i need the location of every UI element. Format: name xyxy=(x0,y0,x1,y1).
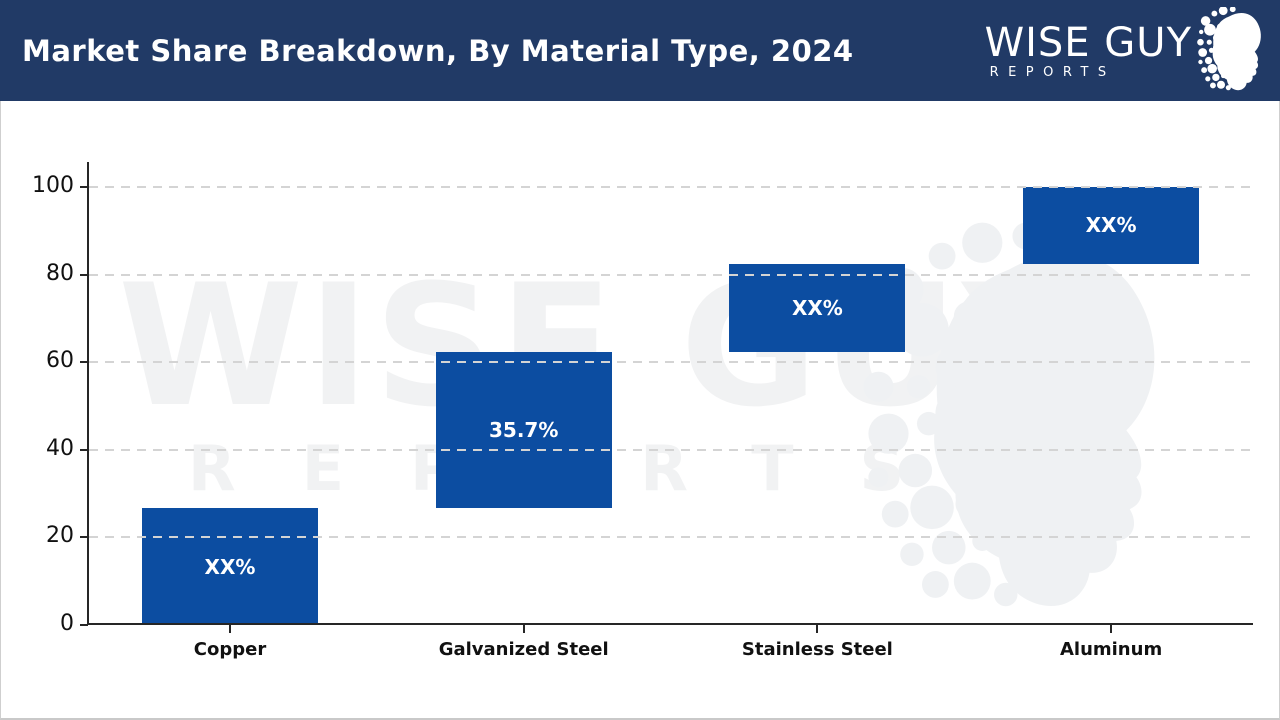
y-tick-mark xyxy=(80,273,88,276)
bar-value-label: XX% xyxy=(204,554,256,579)
x-tick-mark xyxy=(229,625,231,633)
logo-dotted-head-icon xyxy=(1197,6,1261,90)
y-tick-mark xyxy=(80,624,88,626)
bar-value-label: XX% xyxy=(791,295,843,320)
logo-wiseguy-text: WISE GUY xyxy=(984,19,1192,66)
gridline xyxy=(89,273,1253,276)
bar: XX% xyxy=(729,263,906,352)
y-tick-label: 40 xyxy=(46,435,74,461)
y-tick-label: 80 xyxy=(46,260,74,286)
gridline xyxy=(89,361,1253,364)
x-tick-mark xyxy=(522,625,525,633)
header: Market Share Breakdown, By Material Type… xyxy=(0,0,1280,101)
logo-text: WISE GUY REPORTS xyxy=(985,23,1192,79)
gridline xyxy=(89,536,1253,539)
y-axis-line xyxy=(87,162,89,625)
x-axis-line xyxy=(87,623,1253,625)
page-title: Market Share Breakdown, By Material Type… xyxy=(22,33,854,68)
x-tick-label: Aluminum xyxy=(1059,639,1163,660)
bar: XX% xyxy=(142,508,318,625)
bar: XX% xyxy=(1023,187,1200,264)
y-tick-mark xyxy=(80,536,88,539)
y-tick-label: 0 xyxy=(60,611,74,636)
x-tick-label: Stainless Steel xyxy=(741,639,893,660)
watermark-dotted-head-icon xyxy=(863,222,1155,607)
y-tick-mark xyxy=(80,361,88,364)
y-tick-label: 20 xyxy=(46,523,74,549)
gridline xyxy=(89,186,1253,188)
bar-value-label: 35.7% xyxy=(488,417,559,442)
x-tick-label: Copper xyxy=(193,639,267,660)
gridline xyxy=(89,448,1253,451)
bar: 35.7% xyxy=(435,351,612,509)
y-tick-mark xyxy=(80,186,88,188)
x-tick-label: Galvanized Steel xyxy=(438,639,609,660)
y-tick-label: 100 xyxy=(32,173,74,198)
bar-value-label: XX% xyxy=(1085,213,1137,238)
wise-guy-reports-logo: WISE GUY REPORTS xyxy=(985,4,1270,97)
logo-reports-text: REPORTS xyxy=(989,64,1116,80)
x-tick-mark xyxy=(1110,625,1113,633)
y-tick-label: 60 xyxy=(46,348,74,374)
y-tick-mark xyxy=(80,448,88,451)
x-tick-mark xyxy=(816,625,819,633)
